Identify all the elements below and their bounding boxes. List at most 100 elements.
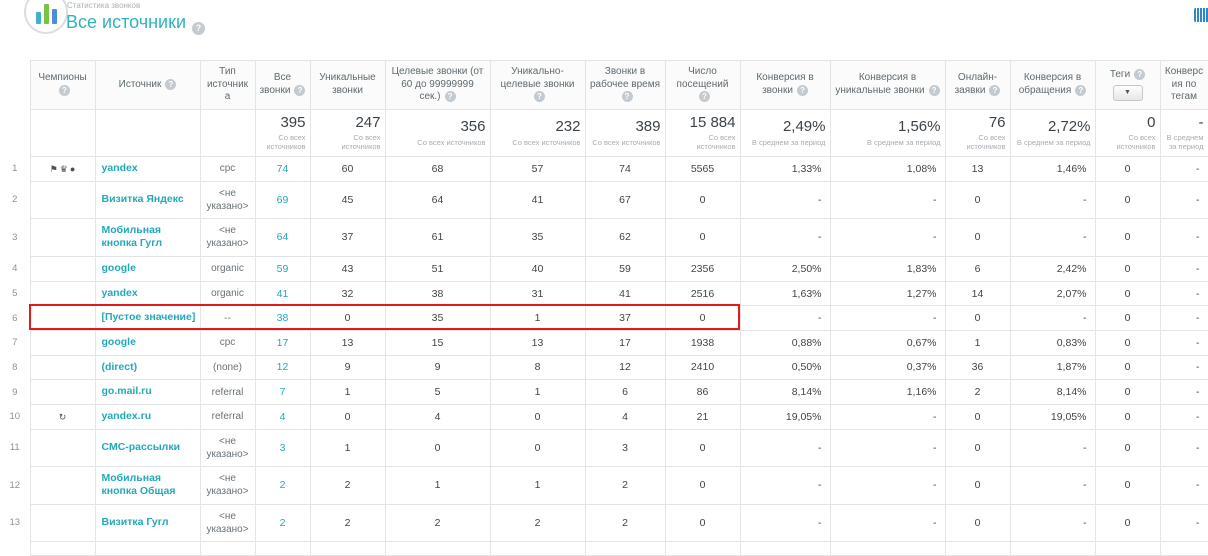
summary-caption: В среднем за период xyxy=(1166,133,1204,152)
summary-cell-tags: 0 Со всех источников xyxy=(1094,108,1161,158)
help-icon[interactable]: ? xyxy=(989,84,1001,96)
column-header-type[interactable]: Тип источника xyxy=(199,60,256,110)
cell-value: - xyxy=(1196,410,1200,423)
report-settings-icon[interactable] xyxy=(1194,8,1208,22)
cell-online_requests: 2 xyxy=(944,379,1011,405)
cell-value[interactable]: 74 xyxy=(276,162,289,175)
column-header-label: Конверсия в обращения xyxy=(1018,72,1082,96)
help-icon[interactable]: ? xyxy=(165,78,177,90)
cell-value: - xyxy=(1196,231,1200,244)
medal-icon[interactable]: ● xyxy=(69,163,76,174)
column-header-conv_tags[interactable]: Конверсия по тегам xyxy=(1159,60,1208,110)
cell-value[interactable]: 2 xyxy=(279,516,286,529)
help-icon[interactable]: ? xyxy=(796,84,808,96)
table-row: 6 [Пустое значение] -- 38 0 35 1 37 0- -0-0- xyxy=(0,305,1208,331)
column-header-source[interactable]: Источник? xyxy=(94,60,201,110)
help-icon[interactable]: ? xyxy=(699,91,710,102)
cell-type: referral xyxy=(199,403,256,430)
cell-value[interactable]: 2 xyxy=(279,479,286,492)
cell-value[interactable]: 17 xyxy=(276,336,289,349)
column-header-conv_unique_calls[interactable]: Конверсия в уникальные звонки? xyxy=(829,60,946,110)
source-link[interactable]: google xyxy=(101,335,136,348)
bell-icon[interactable]: ⚑ xyxy=(49,163,58,174)
column-header-champions[interactable]: Чемпионы? xyxy=(29,60,96,110)
column-header-all_calls[interactable]: Все звонки? xyxy=(254,60,311,110)
cell-online_requests: 6 xyxy=(944,256,1011,282)
source-link[interactable]: yandex xyxy=(101,162,138,175)
source-link[interactable]: Мобильная кнопка Общая xyxy=(101,471,176,498)
help-icon[interactable]: ? xyxy=(294,84,306,96)
help-icon[interactable]: ? xyxy=(1075,84,1087,96)
cell-value: 0 xyxy=(344,312,351,325)
help-icon[interactable]: ? xyxy=(59,84,70,96)
column-header-conv_calls[interactable]: Конверсия в звонки? xyxy=(739,60,831,110)
source-link[interactable]: yandex xyxy=(101,286,138,299)
source-link[interactable]: google xyxy=(101,262,136,275)
crown-icon[interactable]: ♛ xyxy=(59,163,68,174)
cell-value[interactable]: 12 xyxy=(276,361,289,374)
help-icon[interactable]: ? xyxy=(444,91,456,102)
cell-value[interactable]: 69 xyxy=(276,193,289,206)
cell-value: 2,50% xyxy=(791,262,822,275)
cell-online_requests: 13 xyxy=(944,156,1011,182)
cell-value: 38 xyxy=(431,287,444,300)
cell-value[interactable]: 41 xyxy=(276,287,289,300)
column-header-target_calls[interactable]: Целевые звонки (от 60 до 99999999 сек.)? xyxy=(384,60,491,110)
summary-cell-target_calls: 356 Со всех источников xyxy=(384,108,491,158)
source-link[interactable]: [Пустое значение] xyxy=(101,311,196,324)
help-icon[interactable]: ? xyxy=(621,91,633,102)
cell-value: 2,07% xyxy=(1056,287,1087,300)
cell-conv_appeals: 2,07% xyxy=(1009,280,1096,307)
help-icon[interactable]: ? xyxy=(534,91,545,102)
column-header-tags[interactable]: Теги? ▼ xyxy=(1094,60,1161,110)
tags-dropdown-button[interactable]: ▼ xyxy=(1112,85,1143,102)
cell-conv_calls: 8,14% xyxy=(739,379,831,405)
source-link[interactable]: Визитка Яндекс xyxy=(101,192,184,205)
cell-conv_calls: 1,33% xyxy=(739,156,831,182)
column-header-conv_appeals[interactable]: Конверсия в обращения? xyxy=(1009,60,1096,110)
column-header-unique_target_calls[interactable]: Уникально-целевые звонки? xyxy=(489,60,586,110)
cell-value[interactable]: 64 xyxy=(276,231,289,244)
cell-conv_unique_calls: 1,16% xyxy=(829,379,946,405)
cell-value: 0 xyxy=(1124,386,1131,399)
column-header-unique_calls[interactable]: Уникальные звонки xyxy=(309,60,386,110)
cell-value[interactable]: 3 xyxy=(279,441,286,454)
column-header-work_time_calls[interactable]: Звонки в рабочее время? xyxy=(584,60,666,110)
cell-value: - xyxy=(1083,479,1087,492)
table-row: 9 go.mail.ru referral 7 1 5 1 6 86 8,14% 1,16% 2 8,1… xyxy=(0,379,1208,405)
summary-value: 76 xyxy=(988,113,1006,131)
column-header-visits[interactable]: Число посещений? xyxy=(664,60,741,110)
cell-conv_unique_calls: - xyxy=(829,180,946,219)
cell-tags: 0 xyxy=(1094,156,1161,182)
cell-unique_target_calls: 1 xyxy=(489,465,586,505)
cell-type: referral xyxy=(199,379,256,405)
help-icon[interactable]: ? xyxy=(928,84,940,96)
column-header-online_requests[interactable]: Онлайн-заявки? xyxy=(944,60,1011,110)
cell-work_time_calls xyxy=(584,540,666,556)
source-link[interactable]: СМС-рассылки xyxy=(101,440,181,453)
cell-visits: 21 xyxy=(664,403,741,430)
cell-value: 17 xyxy=(619,336,631,349)
cell-champions xyxy=(29,329,96,356)
help-icon[interactable]: ? xyxy=(1134,68,1146,80)
source-type: referral xyxy=(211,386,244,398)
row-number: 1 xyxy=(0,156,30,182)
cell-value[interactable]: 4 xyxy=(279,410,286,423)
cell-work_time_calls: 74 xyxy=(584,156,666,182)
title-help-icon[interactable]: ? xyxy=(192,22,205,35)
column-header-label: Целевые звонки (от 60 до 99999999 сек.) xyxy=(391,66,484,103)
source-link[interactable]: yandex.ru xyxy=(101,409,152,422)
cell-conv_calls: 19,05% xyxy=(739,403,831,430)
cell-value[interactable]: 38 xyxy=(276,312,289,325)
cell-value: 35 xyxy=(431,312,444,325)
cell-value[interactable]: 59 xyxy=(276,262,289,275)
cell-value: - xyxy=(1196,479,1200,492)
cell-visits: 0 xyxy=(664,465,741,505)
refresh-icon[interactable]: ↻ xyxy=(58,411,67,422)
cell-target_calls: 5 xyxy=(384,379,491,405)
source-link[interactable]: Визитка Гугл xyxy=(101,516,169,528)
cell-value[interactable]: 7 xyxy=(279,386,286,399)
source-link[interactable]: Мобильная кнопка Гугл xyxy=(101,223,163,250)
source-link[interactable]: (direct) xyxy=(101,360,138,373)
source-link[interactable]: go.mail.ru xyxy=(101,385,152,398)
